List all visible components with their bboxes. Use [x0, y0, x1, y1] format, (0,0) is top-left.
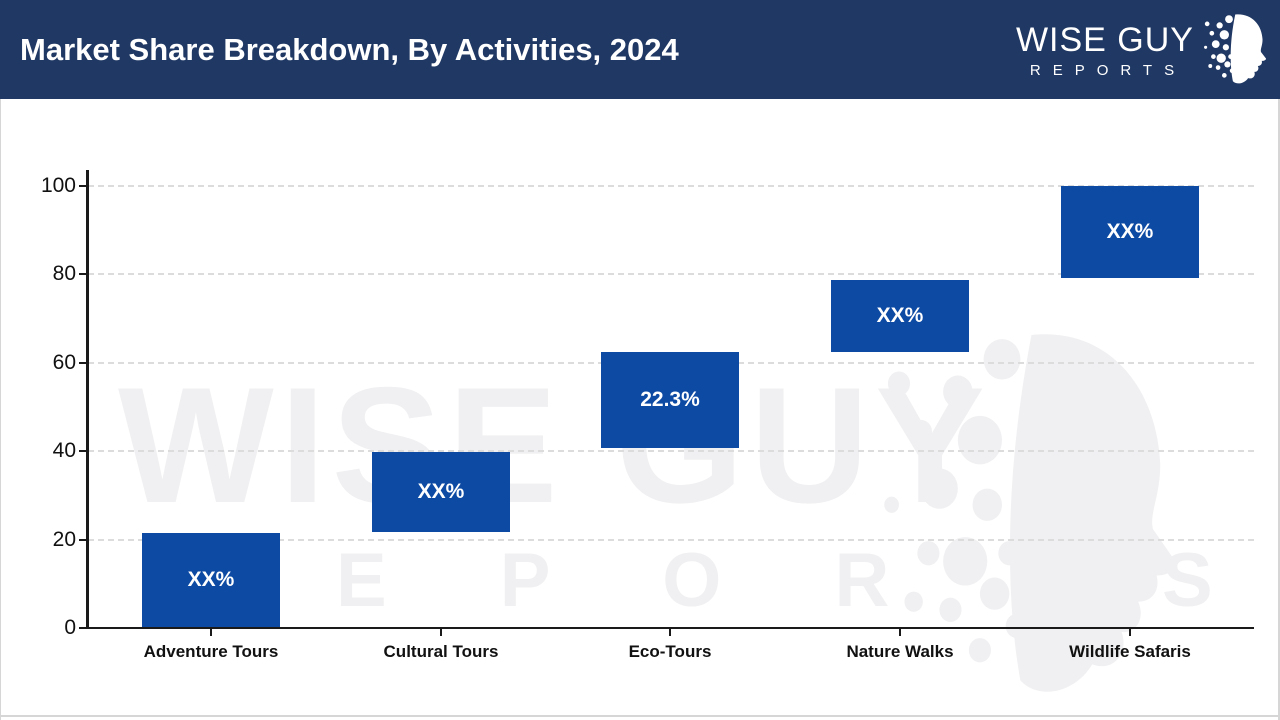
- y-tick-label: 80: [52, 262, 76, 286]
- x-tick-mark: [669, 628, 671, 636]
- frame-border-right: [1278, 99, 1280, 720]
- frame-border-left: [0, 99, 1, 720]
- gridline: [88, 185, 1254, 187]
- brand-subtext: REPORTS: [1029, 62, 1187, 79]
- brand-logo: WISE GUY REPORTS: [1016, 8, 1268, 92]
- x-tick-mark: [899, 628, 901, 636]
- x-tick-mark: [210, 628, 212, 636]
- x-category-label: Eco-Tours: [628, 642, 712, 661]
- y-tick-mark: [79, 538, 88, 541]
- y-tick-mark: [79, 450, 88, 453]
- y-tick-label: 40: [52, 439, 76, 463]
- header-bar: Market Share Breakdown, By Activities, 2…: [0, 0, 1280, 99]
- brand-text: WISE GUY REPORTS: [1016, 21, 1194, 79]
- y-tick-label: 0: [64, 616, 76, 639]
- x-tick-mark: [1129, 628, 1131, 636]
- bar-label: XX%: [1106, 219, 1154, 243]
- bar-label: XX%: [187, 568, 235, 592]
- x-category-label: Wildlife Safaris: [1069, 642, 1191, 661]
- x-axis: [86, 626, 1254, 629]
- y-axis: [86, 170, 89, 628]
- x-category-label: Adventure Tours: [143, 642, 279, 661]
- watermark-wordmark: WISE GUY: [118, 353, 992, 537]
- gridline: [88, 538, 1254, 541]
- y-tick-mark: [79, 273, 88, 276]
- bar: XX%: [1061, 186, 1199, 278]
- y-tick-mark: [79, 185, 88, 187]
- y-tick-label: 20: [52, 527, 76, 551]
- y-tick-label: 60: [52, 350, 76, 374]
- gridline: [88, 273, 1254, 276]
- bar-label: 22.3%: [640, 388, 700, 412]
- brand-wordmark: WISE GUY: [1015, 21, 1194, 59]
- x-tick-mark: [440, 628, 442, 636]
- y-tick-label: 100: [40, 174, 76, 197]
- frame-border-bottom: [0, 715, 1280, 717]
- bar-label: XX%: [876, 303, 924, 327]
- bar: XX%: [372, 452, 510, 533]
- y-tick-mark: [79, 627, 88, 629]
- wise-guy-face-icon: [1204, 14, 1267, 84]
- bar: XX%: [831, 279, 969, 353]
- chart-area: WISE GUY R E P O R T S 0 20 40 60 80 100 XX% Ad…: [0, 99, 1280, 720]
- x-category-label: Cultural Tours: [383, 642, 499, 661]
- watermark-subtext: R E P O R T S: [168, 538, 1259, 623]
- bar: XX%: [142, 532, 280, 628]
- bar: 22.3%: [601, 352, 739, 449]
- x-category-label: Nature Walks: [846, 642, 954, 661]
- bar-label: XX%: [417, 480, 465, 504]
- y-tick-mark: [79, 361, 88, 364]
- page-title: Market Share Breakdown, By Activities, 2…: [20, 32, 679, 67]
- gridline: [88, 450, 1254, 453]
